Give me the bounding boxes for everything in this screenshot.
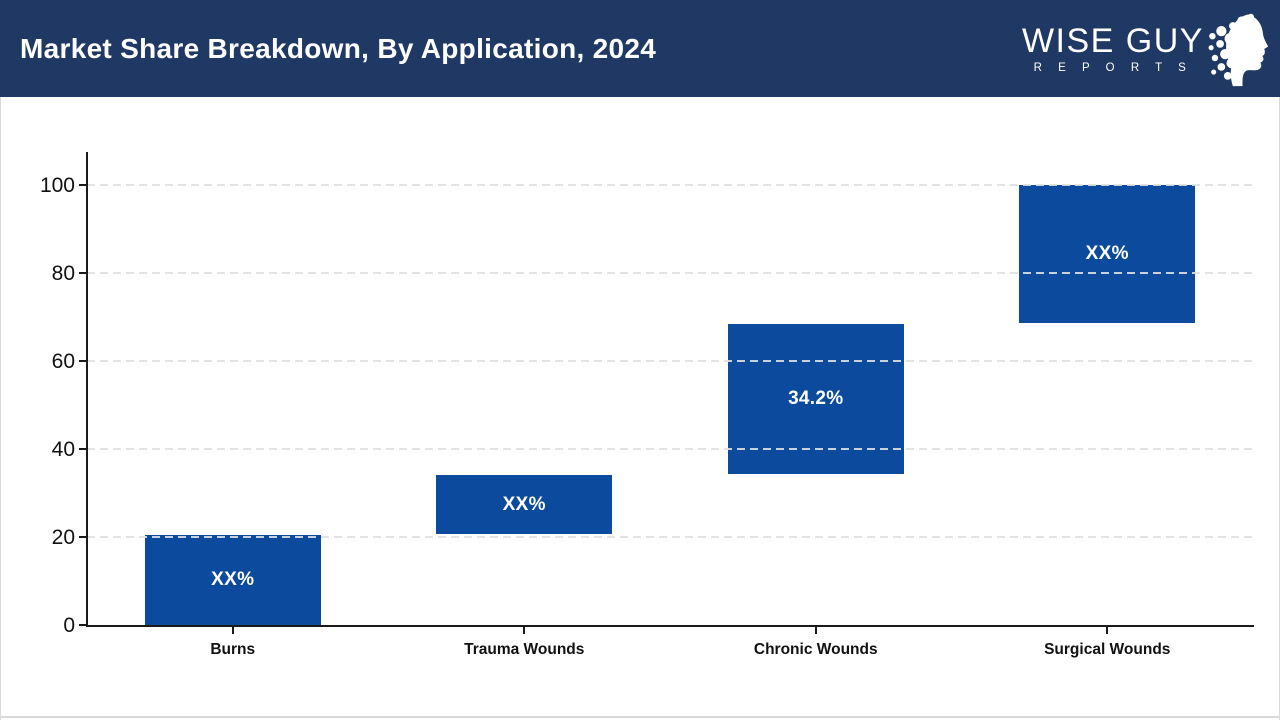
category-label: Trauma Wounds [464,641,585,658]
x-tick [814,627,817,634]
y-tick [79,536,86,538]
x-tick [523,627,526,634]
bar-trauma-wounds: XX% [436,474,613,535]
bar-value-label: XX% [1085,243,1129,265]
y-tick-label: 0 [63,614,75,637]
y-tick [79,184,86,186]
bar-burns: XX% [144,534,321,625]
page-title: Market Share Breakdown, By Application, … [20,32,657,64]
y-tick-label: 80 [51,262,75,285]
header-bar: Market Share Breakdown, By Application, … [0,0,1280,97]
y-tick-label: 20 [51,526,75,549]
category-label: Burns [210,641,256,658]
y-tick-label: 60 [51,350,75,373]
category-label: Chronic Wounds [753,641,878,658]
bar-value-label: 34.2% [788,387,844,409]
logo-face-icon [1206,10,1270,88]
x-axis-line [86,625,1254,627]
logo-subtitle: R E P O R T S [1033,62,1193,74]
bar-chronic-wounds: 34.2% [727,323,904,475]
logo-wordmark: WISE GUY [1021,22,1204,60]
x-tick [231,627,234,634]
y-tick [79,448,86,450]
bar-value-label: XX% [211,568,255,590]
y-tick [79,272,86,274]
y-tick-label: 100 [39,174,75,197]
y-tick-label: 40 [51,438,75,461]
y-axis-line [86,152,88,627]
category-label: Surgical Wounds [1044,641,1171,658]
x-tick [1106,627,1109,634]
y-tick [79,360,86,362]
bar-value-label: XX% [502,493,546,515]
y-tick [79,624,86,626]
brand-logo: WISE GUY R E P O R T S [1022,4,1270,94]
bottom-border [0,716,1280,718]
bar-surgical-wounds: XX% [1019,185,1196,324]
